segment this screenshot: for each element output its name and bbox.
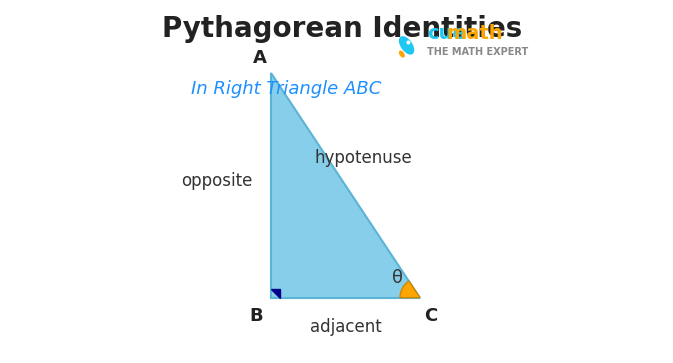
Text: cue: cue <box>427 24 466 43</box>
Text: Pythagorean Identities: Pythagorean Identities <box>162 15 522 42</box>
Text: THE MATH EXPERT: THE MATH EXPERT <box>427 47 528 57</box>
Text: adjacent: adjacent <box>310 318 382 336</box>
Polygon shape <box>271 73 420 298</box>
Ellipse shape <box>406 40 411 45</box>
Text: In Right Triangle ABC: In Right Triangle ABC <box>191 80 382 98</box>
Text: A: A <box>253 49 267 67</box>
Text: C: C <box>424 307 437 325</box>
Wedge shape <box>400 281 420 298</box>
Text: opposite: opposite <box>181 172 252 191</box>
Ellipse shape <box>399 36 415 54</box>
Ellipse shape <box>399 50 405 58</box>
Text: hypotenuse: hypotenuse <box>315 149 413 167</box>
Text: θ: θ <box>392 269 403 287</box>
Text: B: B <box>250 307 263 325</box>
Text: math: math <box>446 24 503 43</box>
Polygon shape <box>271 289 280 298</box>
